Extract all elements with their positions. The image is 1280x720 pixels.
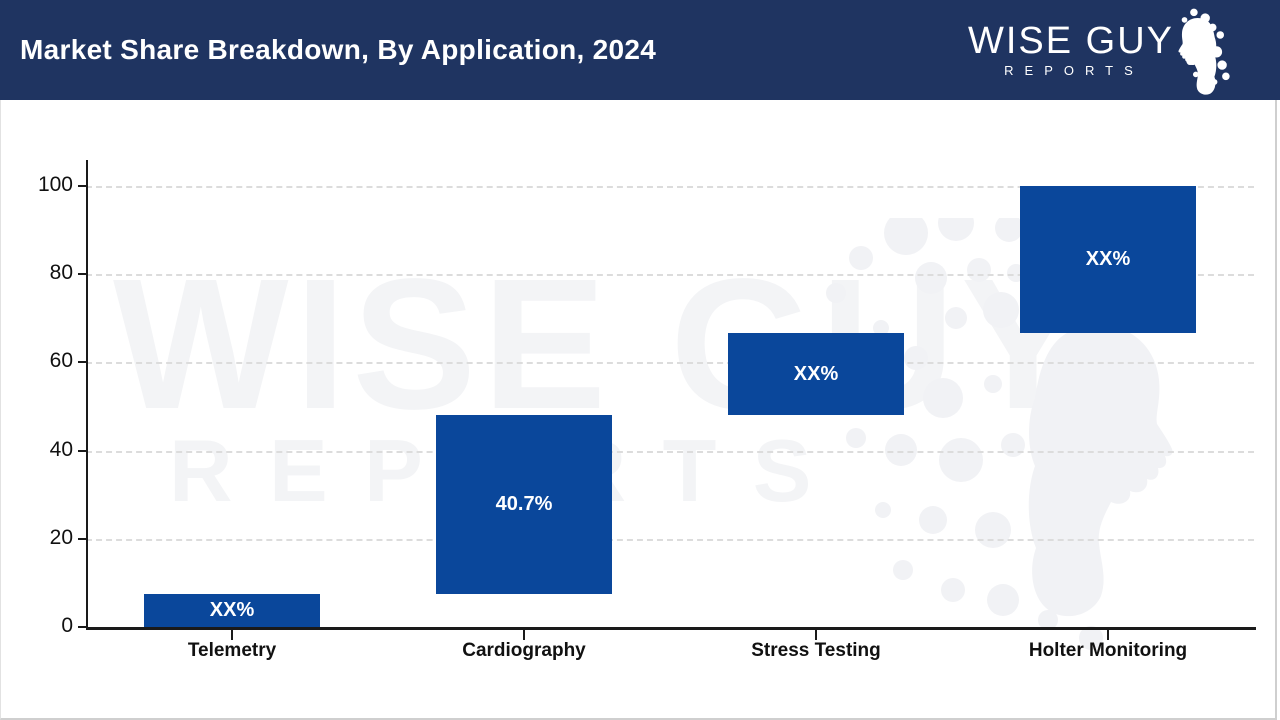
y-tick-mark-20 xyxy=(78,537,87,540)
logo-face-icon xyxy=(1178,8,1230,95)
logo-wordmark-main: WISE GUY xyxy=(967,20,1174,62)
bar-value-label: 40.7% xyxy=(495,493,553,516)
x-axis-label-telemetry: Telemetry xyxy=(187,640,277,661)
bar-value-label: XX% xyxy=(1085,248,1131,271)
y-tick-mark-60 xyxy=(78,361,87,364)
x-tick-mark-3 xyxy=(1107,630,1109,640)
bar-stress-testing: XX% xyxy=(728,333,904,415)
y-tick-label-40: 40 xyxy=(49,437,73,461)
logo-wordmark-sub: REPORTS xyxy=(1004,63,1144,78)
x-axis-label-stress-testing: Stress Testing xyxy=(751,640,881,661)
bar-cardiography: 40.7% xyxy=(436,414,612,595)
x-axis-label-cardiography: Cardiography xyxy=(462,640,586,661)
chart-canvas: WISE GUY R E P O R T S 020406080100XX%Te… xyxy=(0,100,1277,720)
y-tick-label-20: 20 xyxy=(49,525,73,549)
bar-telemetry: XX% xyxy=(144,594,320,627)
x-axis-label-holter-monitoring: Holter Monitoring xyxy=(1028,640,1188,661)
y-axis-line xyxy=(86,160,88,630)
gridline-20 xyxy=(86,538,1254,541)
page-title: Market Share Breakdown, By Application, … xyxy=(20,34,657,65)
y-tick-mark-80 xyxy=(78,273,87,276)
gridline-80 xyxy=(86,274,1254,277)
plot-area: 0 20 40 60 80 100 XX% Telemetry 40.7% Cardiograph… xyxy=(1,100,1275,718)
x-tick-mark-1 xyxy=(523,630,525,640)
y-tick-label-60: 60 xyxy=(49,349,73,373)
y-tick-label-80: 80 xyxy=(49,261,73,285)
y-tick-mark-0 xyxy=(78,626,87,628)
y-tick-mark-100 xyxy=(78,185,87,187)
y-tick-label-0: 0 xyxy=(61,614,73,637)
y-tick-mark-40 xyxy=(78,449,87,452)
wiseguy-logo: WISE GUY REPORTS xyxy=(968,0,1272,100)
header-bar: Market Share Breakdown, By Application, … xyxy=(0,0,1280,100)
gridline-40 xyxy=(86,450,1254,453)
x-tick-mark-2 xyxy=(815,630,817,640)
gridline-100 xyxy=(86,186,1254,188)
x-tick-mark-0 xyxy=(231,630,233,640)
logo-wordmark: WISE GUY REPORTS xyxy=(968,22,1174,78)
y-tick-label-100: 100 xyxy=(37,173,73,196)
bar-holter-monitoring: XX% xyxy=(1020,186,1196,334)
x-axis-line xyxy=(86,627,1256,630)
bar-value-label: XX% xyxy=(793,362,839,385)
gridline-60 xyxy=(86,362,1254,365)
bar-value-label: XX% xyxy=(209,599,255,622)
